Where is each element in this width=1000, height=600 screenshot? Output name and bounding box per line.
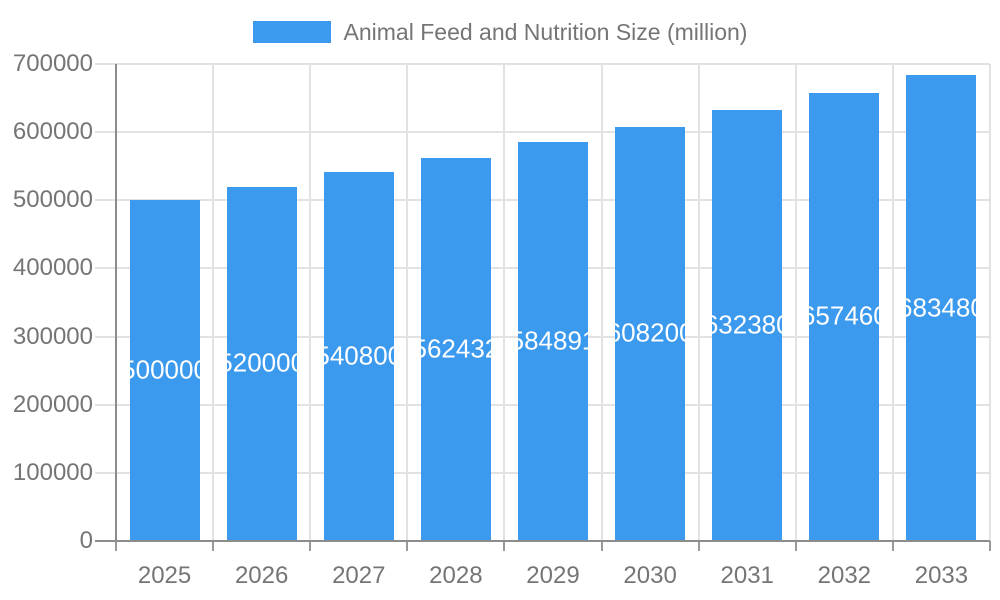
y-axis-tick-label: 500000	[12, 186, 93, 214]
y-axis-tick-label: 400000	[12, 254, 93, 282]
bar-value-label: 520000	[227, 347, 297, 378]
x-gridline	[697, 64, 700, 541]
y-axis-tick-label: 200000	[12, 390, 93, 418]
bar[interactable]: 632380	[712, 110, 783, 540]
bar-value-label: 632380	[712, 309, 782, 340]
x-axis-tick	[212, 541, 215, 551]
bar[interactable]: 562432	[420, 157, 491, 540]
bar-value-label: 500000	[130, 354, 200, 385]
x-gridline	[891, 64, 894, 541]
x-axis-tick	[309, 541, 312, 551]
x-gridline	[794, 64, 797, 541]
y-gridline	[95, 131, 990, 134]
x-axis-tick-label: 2031	[720, 562, 774, 589]
x-axis-tick	[406, 541, 409, 551]
x-axis-tick-label: 2029	[526, 562, 580, 589]
bar-value-label: 584891	[518, 325, 588, 356]
x-gridline	[503, 64, 506, 541]
x-axis-tick	[891, 541, 894, 551]
x-gridline	[989, 64, 991, 541]
chart-legend[interactable]: Animal Feed and Nutrition Size (million)	[0, 16, 1000, 48]
x-axis-tick-label: 2027	[332, 562, 386, 589]
x-axis-tick-label: 2033	[914, 562, 969, 589]
bar[interactable]: 540800	[323, 172, 394, 540]
x-axis-tick	[697, 541, 700, 551]
x-axis-tick-label: 2032	[817, 562, 872, 589]
y-axis-tick-label: 100000	[12, 458, 93, 486]
legend-swatch[interactable]	[252, 21, 331, 43]
bar[interactable]: 657460	[809, 92, 880, 540]
y-axis-tick-label: 300000	[12, 322, 93, 350]
bar-value-label: 657460	[809, 300, 879, 331]
x-axis-tick	[115, 541, 117, 551]
x-gridline	[600, 64, 603, 541]
x-axis-tick-label: 2025	[137, 562, 192, 589]
x-axis-tick	[503, 541, 506, 551]
x-axis-tick	[989, 541, 991, 551]
y-axis-tick-label: 700000	[12, 50, 93, 77]
bar-value-label: 608200	[615, 317, 685, 348]
x-gridline	[212, 64, 215, 541]
bar[interactable]: 683480	[906, 75, 977, 540]
x-axis-tick-label: 2030	[623, 562, 677, 589]
bar-value-label: 683480	[906, 292, 976, 323]
x-gridline	[406, 64, 409, 541]
legend-label: Animal Feed and Nutrition Size (million)	[343, 18, 748, 45]
x-axis-tick	[600, 541, 603, 551]
x-axis-tick-label: 2026	[234, 562, 289, 589]
x-gridline	[309, 64, 312, 541]
x-axis-tick-label: 2028	[429, 562, 483, 589]
y-axis-tick-label: 600000	[12, 118, 93, 146]
bar-value-label: 562432	[421, 333, 491, 364]
bar-value-label: 540800	[324, 340, 394, 371]
bar[interactable]: 520000	[226, 186, 297, 540]
y-axis-line	[115, 64, 117, 541]
y-axis-tick-label: 0	[79, 527, 93, 554]
bar[interactable]: 584891	[518, 142, 588, 540]
x-axis-line	[95, 540, 990, 542]
y-gridline	[95, 63, 990, 65]
bar[interactable]: 608200	[615, 126, 686, 540]
bar[interactable]: 500000	[129, 200, 200, 540]
x-axis-tick	[794, 541, 797, 551]
